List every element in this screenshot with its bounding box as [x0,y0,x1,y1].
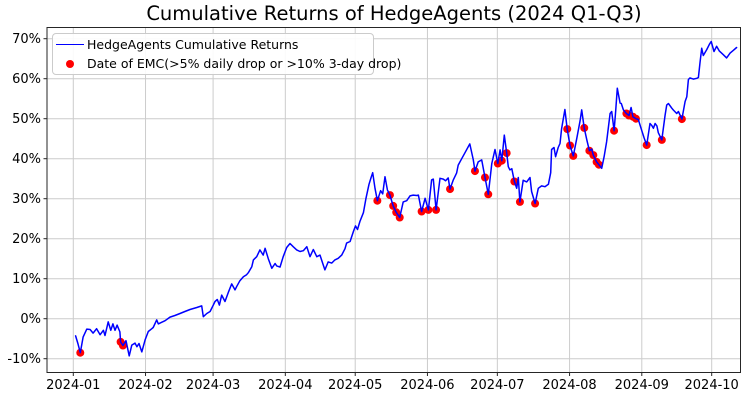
legend-item-emc: Date of EMC(>5% daily drop or >10% 3-day… [53,54,401,73]
svg-text:2024-08: 2024-08 [542,378,596,393]
legend: HedgeAgents Cumulative Returns Date of E… [52,33,401,75]
svg-text:0%: 0% [20,312,41,327]
tick-marks [43,38,713,376]
svg-text:2024-03: 2024-03 [186,378,240,393]
line-swatch-icon [53,43,87,45]
svg-text:2024-02: 2024-02 [118,378,172,393]
legend-label-returns: HedgeAgents Cumulative Returns [87,36,299,52]
svg-text:-10%: -10% [7,352,41,367]
legend-label-emc: Date of EMC(>5% daily drop or >10% 3-day… [87,56,402,72]
svg-text:2024-07: 2024-07 [470,378,524,393]
x-axis-labels: 2024-01 2024-02 2024-03 2024-04 2024-05 2024-… [46,378,739,393]
svg-text:2024-04: 2024-04 [258,378,312,393]
svg-text:2024-05: 2024-05 [328,378,382,393]
svg-text:2024-01: 2024-01 [46,378,100,393]
svg-text:20%: 20% [12,232,41,247]
dot-swatch-icon [53,59,87,68]
svg-text:2024-10: 2024-10 [685,378,739,393]
svg-text:30%: 30% [12,192,41,207]
chart-title: Cumulative Returns of HedgeAgents (2024 … [146,2,642,25]
svg-text:60%: 60% [12,72,41,87]
svg-text:40%: 40% [12,152,41,167]
svg-text:70%: 70% [12,32,41,47]
y-axis-labels: -10% 0% 10% 20% 30% 40% 50% 60% 70% [7,32,41,367]
legend-item-returns: HedgeAgents Cumulative Returns [53,35,373,54]
svg-text:2024-06: 2024-06 [400,378,454,393]
svg-text:50%: 50% [12,112,41,127]
svg-text:2024-09: 2024-09 [615,378,669,393]
plot-border [46,27,741,373]
returns-line [74,40,738,357]
svg-text:10%: 10% [12,272,41,287]
gridlines [47,27,741,373]
